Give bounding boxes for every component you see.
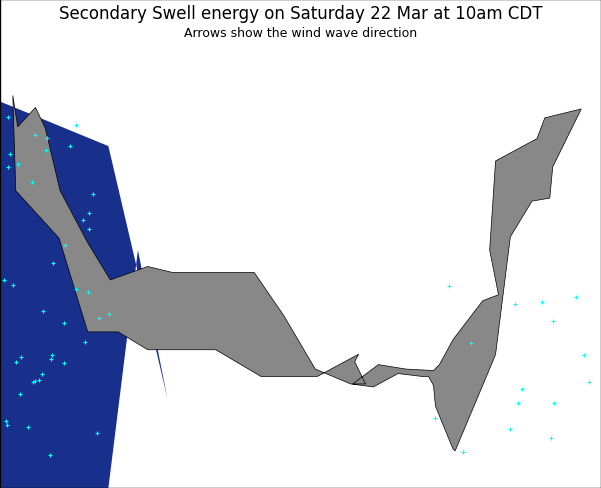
Point [28,379,38,386]
Point [430,414,440,422]
Point [38,308,48,316]
Point [60,242,70,250]
Polygon shape [0,102,168,488]
Point [510,300,520,308]
Point [72,286,81,294]
Point [71,122,81,129]
Point [23,423,33,431]
Point [34,376,43,384]
Point [88,190,98,198]
Point [16,353,26,361]
Point [8,282,17,290]
Point [28,179,37,186]
Point [104,311,114,319]
Point [537,298,547,306]
Point [584,378,594,386]
Point [65,142,75,150]
Point [2,421,11,429]
Point [30,132,40,140]
Point [30,378,40,386]
Point [43,135,52,142]
Point [548,318,558,325]
Point [84,209,94,217]
Point [37,370,46,378]
Point [45,451,55,459]
Point [546,434,555,442]
Point [458,448,468,456]
Point [1,418,11,426]
Point [3,114,13,122]
Point [80,339,90,346]
Point [15,390,25,398]
Point [5,151,15,159]
Point [41,147,50,155]
Polygon shape [13,96,581,451]
Point [13,161,23,168]
Point [0,276,9,284]
Point [514,400,523,407]
Text: Arrows show the wind wave direction: Arrows show the wind wave direction [184,27,417,40]
Point [517,386,527,393]
Text: Secondary Swell energy on Saturday 22 Mar at 10am CDT: Secondary Swell energy on Saturday 22 Ma… [59,5,542,23]
Point [579,351,588,359]
Point [46,356,56,364]
Point [444,283,453,290]
Point [94,314,104,322]
Point [3,164,13,172]
Point [93,429,102,437]
Point [549,399,558,407]
Point [84,226,94,234]
Point [79,217,88,224]
Point [11,358,21,366]
Point [571,293,581,301]
Point [466,340,475,347]
Point [59,319,69,327]
Point [505,425,515,432]
Point [84,289,93,297]
Point [49,260,58,267]
Point [47,351,57,359]
Point [59,359,69,367]
